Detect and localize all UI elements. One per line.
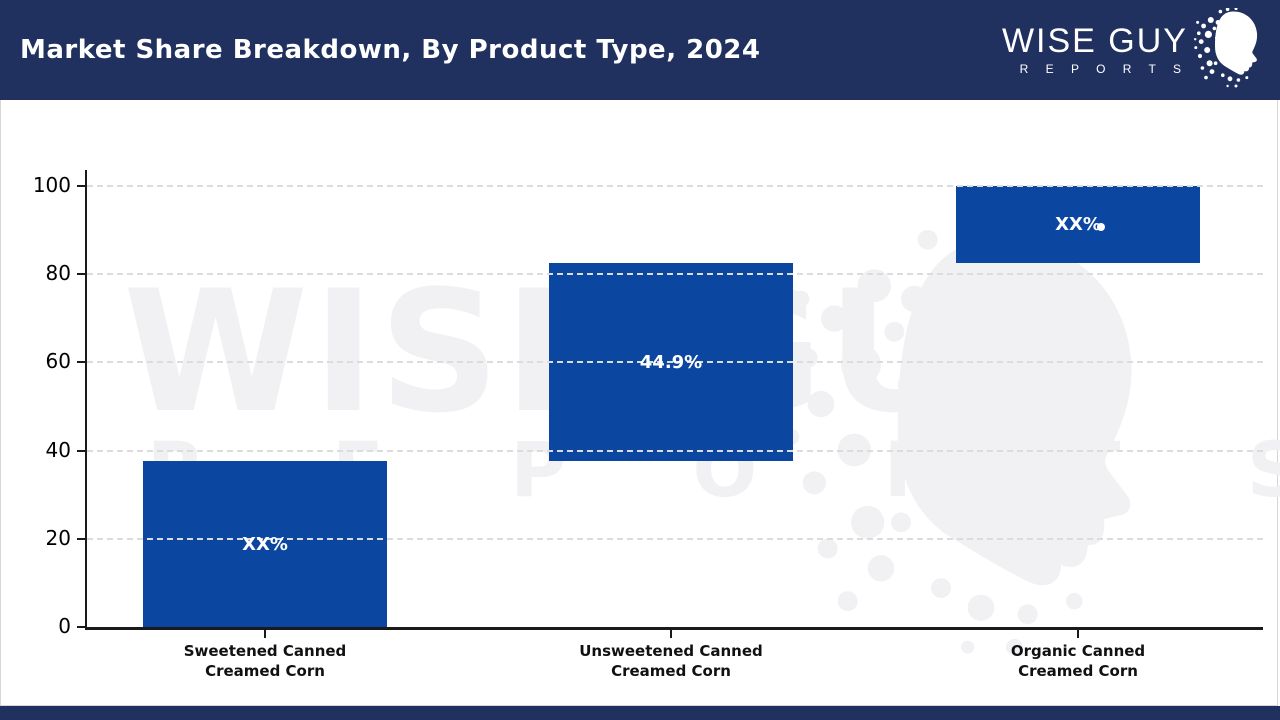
gridline [87, 273, 1263, 276]
gridline [87, 185, 1263, 187]
y-axis-tick [77, 626, 85, 628]
logo-text: WISE GUY R E P O R T S [1002, 24, 1188, 76]
plot: XX% 44.9% XX% 0 20 40 60 80 100 Sweetened Canned C… [1, 100, 1279, 706]
x-axis-tick [1077, 630, 1079, 638]
page-title: Market Share Breakdown, By Product Type,… [20, 35, 761, 65]
x-category-label-line: Organic Canned [1010, 642, 1146, 660]
y-axis-tick [77, 185, 85, 187]
x-category-label-line: Creamed Corn [611, 662, 731, 680]
y-axis-tick [77, 273, 85, 276]
y-axis-line [85, 170, 87, 630]
wise-guy-logo: WISE GUY R E P O R T S [1002, 8, 1266, 92]
gridline [87, 537, 1263, 540]
y-tick-label: 60 [45, 349, 71, 374]
x-axis-tick [670, 630, 672, 638]
y-axis-tick [77, 449, 85, 452]
bar-value-label: 44.9% [639, 351, 703, 373]
y-axis-tick [77, 361, 85, 364]
header-bar: Market Share Breakdown, By Product Type,… [0, 0, 1280, 100]
y-tick-label: 100 [32, 173, 71, 197]
bar-value-label: XX% [1055, 214, 1101, 236]
x-category-label-line: Creamed Corn [205, 662, 325, 680]
bar-segment [143, 461, 387, 627]
x-category-label-line: Sweetened Canned [183, 642, 347, 660]
x-category-label: Unsweetened Canned Creamed Corn [511, 641, 831, 681]
x-category-label: Sweetened Canned Creamed Corn [105, 641, 425, 681]
y-tick-label: 80 [45, 261, 71, 286]
x-category-label: Organic Canned Creamed Corn [918, 641, 1238, 681]
gridline [87, 449, 1263, 452]
bar-value-label: XX% [242, 533, 288, 555]
logo-subtitle: R E P O R T S [1019, 62, 1188, 76]
watermark-dot [1097, 223, 1105, 231]
x-category-label-line: Creamed Corn [1018, 662, 1138, 680]
x-category-label-line: Unsweetened Canned [579, 642, 763, 660]
y-tick-label: 20 [45, 525, 71, 550]
x-axis-line [85, 627, 1263, 630]
x-axis-tick [264, 630, 266, 638]
logo-wordmark: WISE GUY [1001, 22, 1188, 60]
logo-face-icon [1194, 8, 1266, 92]
footer-bar [0, 706, 1280, 720]
chart-area: WISE GUY R E P O R T S XX% 44.9% XX% 0 20 40 6… [0, 100, 1280, 706]
y-tick-label: 0 [58, 614, 71, 638]
y-axis-tick [77, 537, 85, 540]
y-tick-label: 40 [45, 437, 71, 462]
gridline [87, 361, 1263, 364]
